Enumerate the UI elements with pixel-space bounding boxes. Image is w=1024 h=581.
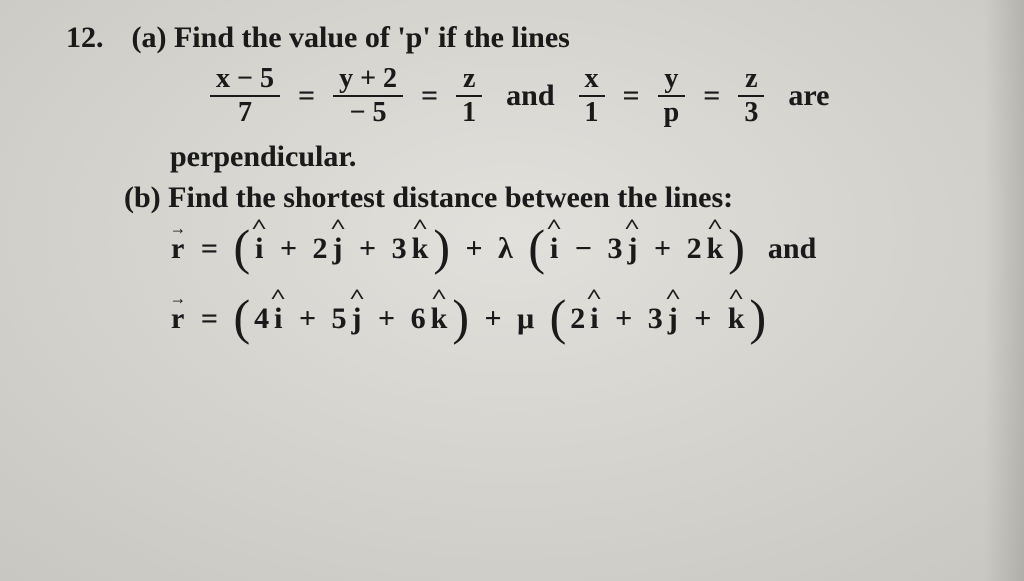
question-block: 12. (a) Find the value of 'p' if the lin… <box>0 0 1024 336</box>
unit-i: i <box>254 232 264 266</box>
unit-i: i <box>549 232 559 266</box>
vector-r: r <box>170 232 185 266</box>
vector-line-2: r = ( 4i + 5j + 6k ) + μ ( 2i + 3j + k ) <box>170 302 982 336</box>
equals-sign: = <box>417 79 442 113</box>
unit-k: k <box>706 232 725 266</box>
equals-sign: = <box>201 232 218 266</box>
word-and: and <box>496 79 564 113</box>
mu: μ <box>517 302 534 336</box>
frac-l2-2: y p <box>658 65 686 128</box>
equals-sign: = <box>699 79 724 113</box>
unit-k: k <box>411 232 430 266</box>
unit-j: j <box>626 232 638 266</box>
unit-k: k <box>430 302 449 336</box>
unit-j: j <box>351 302 363 336</box>
frac-l2-1: x 1 <box>579 65 605 128</box>
equals-sign: = <box>619 79 644 113</box>
vector-line-1: r = ( i + 2j + 3k ) + λ ( i − 3j + 2k ) … <box>170 232 982 266</box>
unit-i: i <box>589 302 599 336</box>
line-b-intro: (b) Find the shortest distance between t… <box>124 178 982 219</box>
lambda: λ <box>498 232 513 266</box>
frac-l2-3: z 3 <box>738 65 764 128</box>
part-b-text: Find the shortest distance between the l… <box>168 181 733 214</box>
word-and: and <box>768 232 816 266</box>
frac-l1-3: z 1 <box>456 65 482 128</box>
part-a-text-2: perpendicular. <box>170 137 982 178</box>
word-are: are <box>778 79 839 113</box>
part-a-label: (a) <box>132 21 167 54</box>
equals-sign: = <box>201 302 218 336</box>
unit-j: j <box>332 232 344 266</box>
question-number: 12. <box>66 18 124 59</box>
unit-j: j <box>667 302 679 336</box>
part-a-equation: x − 5 7 = y + 2 − 5 = z 1 and x 1 = y p … <box>206 65 982 128</box>
line-a-intro: 12. (a) Find the value of 'p' if the lin… <box>66 18 982 59</box>
equals-sign: = <box>294 79 319 113</box>
frac-l1-2: y + 2 − 5 <box>333 65 403 128</box>
frac-l1-1: x − 5 7 <box>210 65 280 128</box>
vector-r: r <box>170 302 185 336</box>
unit-k: k <box>727 302 746 336</box>
unit-i: i <box>273 302 283 336</box>
part-b-label: (b) <box>124 181 161 214</box>
part-a-text-1: Find the value of 'p' if the lines <box>174 21 570 54</box>
